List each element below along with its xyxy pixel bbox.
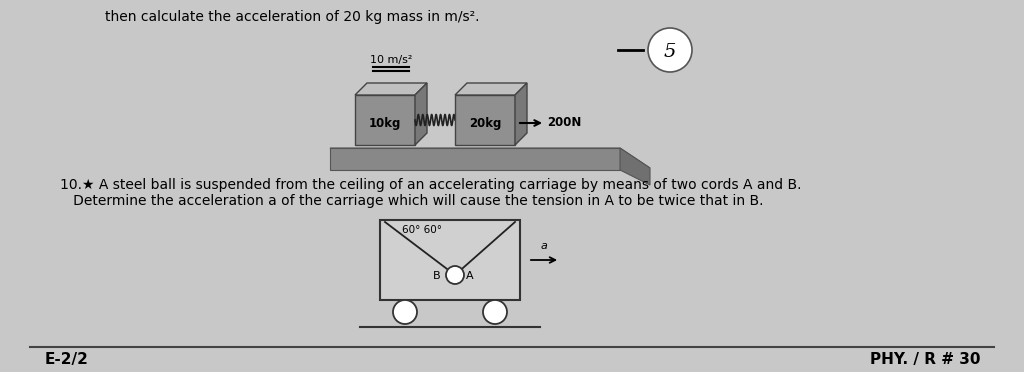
Circle shape (446, 266, 464, 284)
Polygon shape (515, 83, 527, 145)
Text: 10kg: 10kg (369, 116, 401, 129)
Circle shape (483, 300, 507, 324)
Text: 60° 60°: 60° 60° (402, 225, 442, 235)
Circle shape (393, 300, 417, 324)
Polygon shape (330, 148, 620, 170)
Polygon shape (455, 83, 527, 95)
Text: Determine the acceleration a of the carriage which will cause the tension in A t: Determine the acceleration a of the carr… (60, 194, 764, 208)
Text: A: A (466, 271, 474, 281)
Text: 200N: 200N (547, 116, 582, 129)
Polygon shape (620, 148, 650, 185)
Text: 5: 5 (664, 43, 676, 61)
Text: then calculate the acceleration of 20 kg mass in m/s².: then calculate the acceleration of 20 kg… (105, 10, 479, 24)
Text: E-2/2: E-2/2 (45, 352, 89, 367)
Text: 10 m/s²: 10 m/s² (370, 55, 413, 65)
Circle shape (648, 28, 692, 72)
Polygon shape (415, 83, 427, 145)
Text: 20kg: 20kg (469, 116, 501, 129)
Polygon shape (355, 95, 415, 145)
Polygon shape (455, 95, 515, 145)
FancyBboxPatch shape (380, 220, 520, 300)
Text: PHY. / R # 30: PHY. / R # 30 (869, 352, 980, 367)
Text: B: B (432, 271, 440, 281)
Text: 10.★ A steel ball is suspended from the ceiling of an accelerating carriage by m: 10.★ A steel ball is suspended from the … (60, 178, 802, 192)
Text: a: a (541, 241, 548, 251)
Polygon shape (355, 83, 427, 95)
Polygon shape (330, 148, 650, 168)
